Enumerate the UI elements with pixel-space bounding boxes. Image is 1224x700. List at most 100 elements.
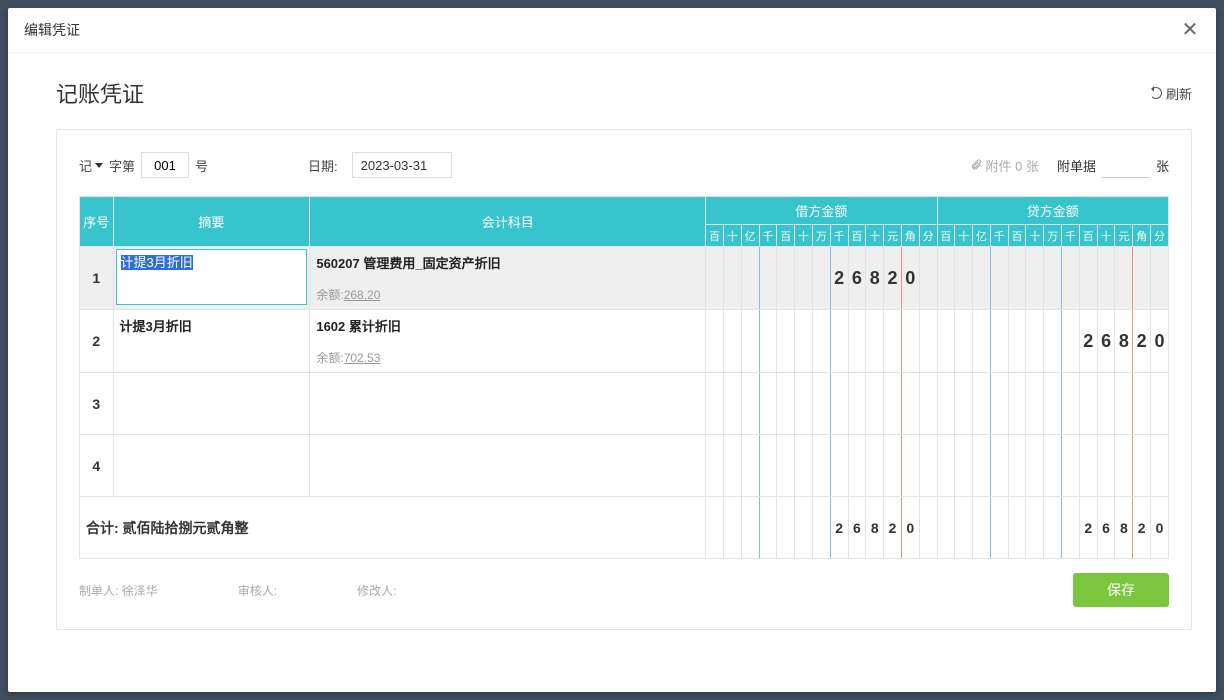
debit-digit[interactable] bbox=[706, 310, 724, 373]
credit-digit[interactable] bbox=[1133, 373, 1151, 435]
credit-digit[interactable] bbox=[1062, 435, 1080, 497]
credit-digit[interactable] bbox=[1062, 373, 1080, 435]
debit-digit[interactable] bbox=[919, 435, 937, 497]
debit-digit[interactable] bbox=[759, 373, 777, 435]
debit-digit[interactable] bbox=[759, 310, 777, 373]
credit-digit[interactable] bbox=[955, 247, 973, 310]
table-row[interactable]: 2计提3月折旧1602 累计折旧余额:702.5326820 bbox=[80, 310, 1169, 373]
debit-digit[interactable] bbox=[723, 435, 741, 497]
voucher-type-dropdown[interactable]: 记 bbox=[79, 156, 103, 175]
table-row[interactable]: 4 bbox=[80, 435, 1169, 497]
credit-digit[interactable] bbox=[1133, 435, 1151, 497]
debit-digit[interactable] bbox=[777, 373, 795, 435]
debit-digit[interactable] bbox=[706, 247, 724, 310]
credit-digit[interactable] bbox=[1079, 373, 1097, 435]
credit-digit[interactable] bbox=[1044, 435, 1062, 497]
debit-digit[interactable] bbox=[777, 247, 795, 310]
credit-digit[interactable] bbox=[990, 247, 1008, 310]
debit-digit[interactable] bbox=[848, 310, 866, 373]
debit-digit[interactable] bbox=[830, 373, 848, 435]
credit-digit[interactable] bbox=[1062, 310, 1080, 373]
debit-digit[interactable] bbox=[830, 435, 848, 497]
credit-digit[interactable] bbox=[1115, 247, 1133, 310]
debit-digit[interactable] bbox=[812, 247, 830, 310]
subject-cell[interactable]: 1602 累计折旧余额:702.53 bbox=[310, 310, 706, 373]
credit-digit[interactable]: 2 bbox=[1133, 310, 1151, 373]
debit-digit[interactable] bbox=[884, 373, 902, 435]
debit-digit[interactable]: 8 bbox=[866, 247, 884, 310]
credit-digit[interactable] bbox=[1026, 247, 1044, 310]
debit-digit[interactable] bbox=[884, 435, 902, 497]
debit-digit[interactable] bbox=[830, 310, 848, 373]
debit-digit[interactable] bbox=[706, 435, 724, 497]
credit-digit[interactable] bbox=[1079, 247, 1097, 310]
debit-digit[interactable] bbox=[795, 435, 813, 497]
credit-digit[interactable] bbox=[937, 247, 955, 310]
credit-digit[interactable] bbox=[973, 247, 991, 310]
debit-digit[interactable] bbox=[866, 310, 884, 373]
debit-digit[interactable] bbox=[795, 310, 813, 373]
credit-digit[interactable] bbox=[990, 310, 1008, 373]
debit-digit[interactable] bbox=[723, 310, 741, 373]
summary-cell[interactable] bbox=[113, 435, 310, 497]
debit-digit[interactable] bbox=[795, 247, 813, 310]
debit-digit[interactable] bbox=[741, 435, 759, 497]
credit-digit[interactable] bbox=[1097, 373, 1115, 435]
debit-digit[interactable]: 2 bbox=[884, 247, 902, 310]
debit-digit[interactable] bbox=[723, 247, 741, 310]
debit-digit[interactable]: 2 bbox=[830, 247, 848, 310]
debit-digit[interactable] bbox=[901, 435, 919, 497]
debit-digit[interactable] bbox=[795, 373, 813, 435]
credit-digit[interactable] bbox=[973, 435, 991, 497]
debit-digit[interactable] bbox=[706, 373, 724, 435]
debit-digit[interactable] bbox=[866, 373, 884, 435]
subject-cell[interactable] bbox=[310, 373, 706, 435]
credit-digit[interactable] bbox=[1044, 247, 1062, 310]
credit-digit[interactable] bbox=[1115, 435, 1133, 497]
close-icon[interactable]: ✕ bbox=[1180, 20, 1200, 40]
debit-digit[interactable]: 0 bbox=[901, 247, 919, 310]
credit-digit[interactable] bbox=[1026, 435, 1044, 497]
subject-cell[interactable]: 560207 管理费用_固定资产折旧余额:268.20 bbox=[310, 247, 706, 310]
summary-input[interactable]: 计提3月折旧 bbox=[116, 249, 308, 305]
attach-count-input[interactable] bbox=[1102, 152, 1150, 178]
credit-digit[interactable]: 2 bbox=[1079, 310, 1097, 373]
credit-digit[interactable] bbox=[937, 435, 955, 497]
credit-digit[interactable] bbox=[955, 435, 973, 497]
debit-digit[interactable] bbox=[919, 310, 937, 373]
debit-digit[interactable] bbox=[919, 247, 937, 310]
credit-digit[interactable] bbox=[1044, 310, 1062, 373]
debit-digit[interactable] bbox=[901, 310, 919, 373]
credit-digit[interactable] bbox=[990, 435, 1008, 497]
table-row[interactable]: 3 bbox=[80, 373, 1169, 435]
credit-digit[interactable]: 6 bbox=[1097, 310, 1115, 373]
debit-digit[interactable] bbox=[777, 435, 795, 497]
summary-cell[interactable] bbox=[113, 373, 310, 435]
credit-digit[interactable] bbox=[955, 373, 973, 435]
credit-digit[interactable] bbox=[937, 373, 955, 435]
credit-digit[interactable] bbox=[1079, 435, 1097, 497]
save-button[interactable]: 保存 bbox=[1073, 573, 1169, 607]
debit-digit[interactable] bbox=[812, 310, 830, 373]
credit-digit[interactable] bbox=[1151, 435, 1169, 497]
credit-digit[interactable] bbox=[1097, 247, 1115, 310]
credit-digit[interactable] bbox=[1133, 247, 1151, 310]
table-row[interactable]: 1计提3月折旧560207 管理费用_固定资产折旧余额:268.2026820 bbox=[80, 247, 1169, 310]
debit-digit[interactable] bbox=[848, 373, 866, 435]
debit-digit[interactable] bbox=[759, 435, 777, 497]
summary-cell[interactable]: 计提3月折旧 bbox=[113, 247, 310, 310]
debit-digit[interactable] bbox=[741, 373, 759, 435]
date-input[interactable] bbox=[352, 152, 452, 178]
credit-digit[interactable] bbox=[1008, 435, 1026, 497]
credit-digit[interactable] bbox=[973, 310, 991, 373]
debit-digit[interactable] bbox=[866, 435, 884, 497]
debit-digit[interactable] bbox=[777, 310, 795, 373]
summary-cell[interactable]: 计提3月折旧 bbox=[113, 310, 310, 373]
credit-digit[interactable] bbox=[973, 373, 991, 435]
debit-digit[interactable] bbox=[884, 310, 902, 373]
credit-digit[interactable] bbox=[1151, 247, 1169, 310]
credit-digit[interactable] bbox=[1151, 373, 1169, 435]
debit-digit[interactable] bbox=[723, 373, 741, 435]
credit-digit[interactable] bbox=[1062, 247, 1080, 310]
debit-digit[interactable] bbox=[812, 373, 830, 435]
